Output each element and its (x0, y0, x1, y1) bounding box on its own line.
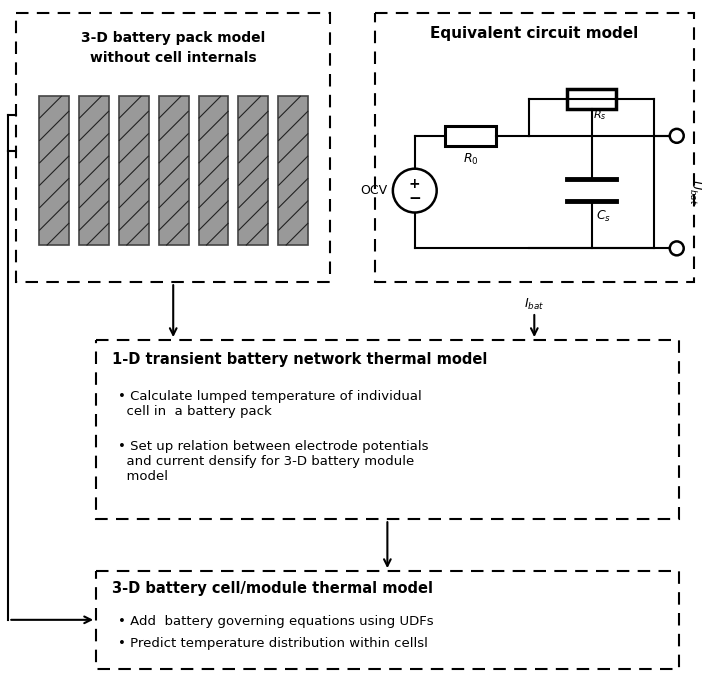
Text: −: − (409, 191, 421, 206)
Bar (16, 13, 330, 282)
Circle shape (670, 241, 684, 255)
Bar (278, 96, 308, 245)
Bar (79, 96, 109, 245)
Bar (96, 340, 679, 519)
Text: +: + (409, 177, 421, 191)
Circle shape (670, 129, 684, 143)
Bar (445, 126, 496, 146)
Text: • Add  battery governing equations using UDFs: • Add battery governing equations using … (118, 615, 434, 628)
Bar (39, 96, 69, 245)
Text: $C_s$: $C_s$ (596, 209, 611, 224)
Text: • Predict temperature distribution within cellsl: • Predict temperature distribution withi… (118, 637, 428, 650)
Bar (96, 571, 679, 669)
Circle shape (393, 168, 436, 212)
Text: $R_0$: $R_0$ (463, 152, 478, 167)
Bar (199, 96, 229, 245)
Text: 1-D transient battery network thermal model: 1-D transient battery network thermal mo… (112, 353, 487, 367)
Bar (567, 89, 617, 109)
Bar (119, 96, 149, 245)
Bar (159, 96, 189, 245)
Text: $R_s$: $R_s$ (593, 108, 607, 122)
Text: • Calculate lumped temperature of individual
  cell in  a battery pack: • Calculate lumped temperature of indivi… (118, 390, 422, 418)
Text: OCV: OCV (360, 184, 387, 197)
Text: 3-D battery pack model
without cell internals: 3-D battery pack model without cell inte… (81, 32, 266, 65)
Text: 3-D battery cell/module thermal model: 3-D battery cell/module thermal model (112, 582, 433, 596)
Bar (239, 96, 268, 245)
Text: • Set up relation between electrode potentials
  and current densify for 3-D bat: • Set up relation between electrode pote… (118, 439, 429, 483)
Text: $U_{bat}$: $U_{bat}$ (687, 179, 702, 205)
Text: $I_{bat}$: $I_{bat}$ (524, 297, 545, 311)
Bar (375, 13, 693, 282)
Text: Equivalent circuit model: Equivalent circuit model (430, 26, 639, 40)
